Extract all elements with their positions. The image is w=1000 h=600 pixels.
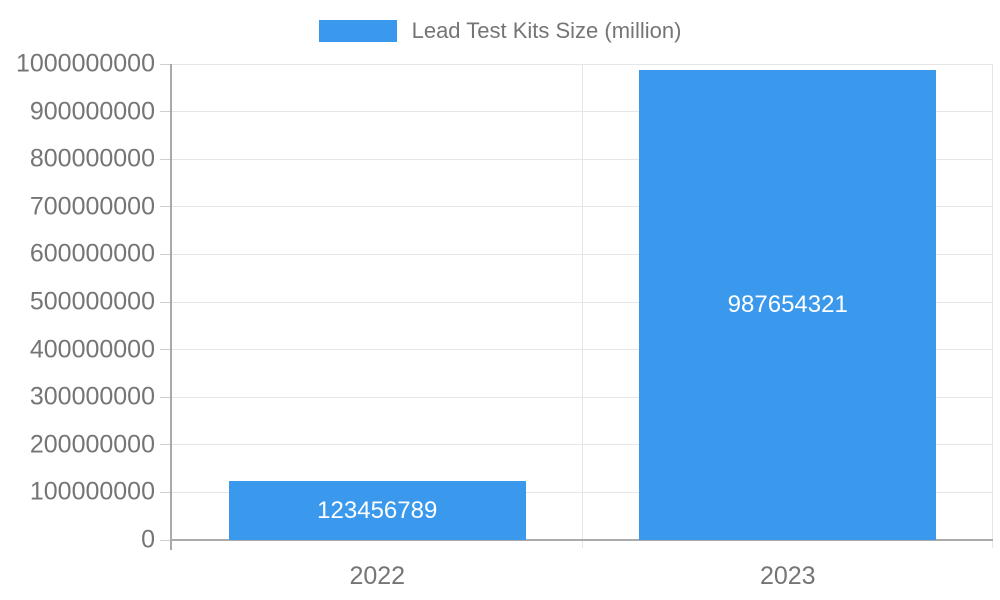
y-tick-mark (160, 63, 171, 65)
y-axis-tick-label: 100000000 (29, 477, 155, 506)
category-boundary-line (581, 64, 583, 548)
y-tick-mark (160, 349, 171, 351)
y-axis-tick-label: 400000000 (29, 335, 155, 364)
legend-label: Lead Test Kits Size (million) (411, 18, 682, 43)
y-tick-mark (160, 444, 171, 446)
y-tick-mark (160, 206, 171, 208)
legend-swatch-icon (318, 20, 397, 42)
x-axis-line (170, 539, 993, 541)
y-axis-tick-label: 500000000 (29, 287, 155, 316)
y-gridline (172, 349, 993, 351)
y-axis-line (170, 64, 172, 550)
y-gridline (172, 253, 993, 255)
y-axis-tick-label: 900000000 (29, 97, 155, 126)
x-axis-tick-label: 2022 (349, 562, 406, 590)
y-gridline (172, 444, 993, 446)
y-axis-tick-label: 0 (141, 525, 155, 554)
y-axis-tick-label: 300000000 (29, 382, 155, 411)
y-axis-tick-label: 700000000 (29, 192, 155, 221)
bar (228, 481, 526, 540)
y-gridline (172, 111, 993, 113)
y-tick-mark (160, 491, 171, 493)
bar-value-label: 987654321 (727, 290, 848, 318)
bar (639, 69, 937, 540)
y-axis-tick-label: 200000000 (29, 430, 155, 459)
bar-value-label: 123456789 (317, 496, 438, 524)
category-boundary-line (992, 64, 993, 548)
y-tick-mark (160, 396, 171, 398)
y-tick-mark (160, 539, 171, 541)
y-gridline (172, 206, 993, 208)
y-gridline (172, 63, 993, 65)
y-gridline (172, 301, 993, 303)
y-tick-mark (160, 111, 171, 113)
y-gridline (172, 491, 993, 493)
y-axis-tick-label: 600000000 (29, 239, 155, 268)
legend: Lead Test Kits Size (million) (0, 18, 1000, 44)
y-tick-mark (160, 158, 171, 160)
y-axis-tick-label: 1000000000 (15, 49, 155, 78)
y-gridline (172, 158, 993, 160)
y-gridline (172, 396, 993, 398)
y-tick-mark (160, 301, 171, 303)
y-axis-tick-label: 800000000 (29, 144, 155, 173)
x-axis-tick-label: 2023 (759, 562, 816, 590)
y-tick-mark (160, 253, 171, 255)
